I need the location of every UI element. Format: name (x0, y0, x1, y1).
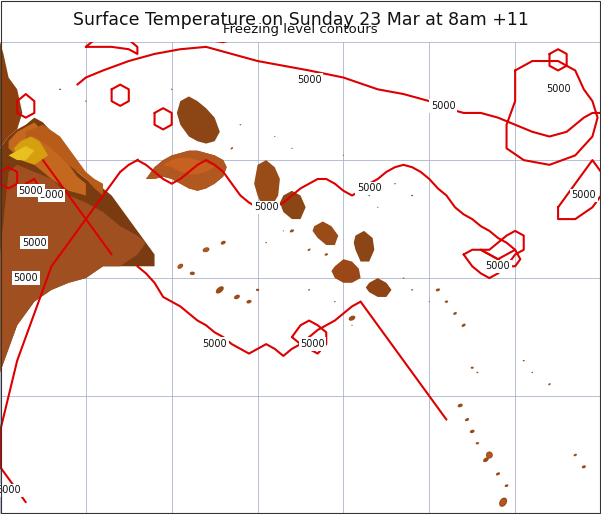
Ellipse shape (499, 498, 507, 507)
Text: 5000: 5000 (546, 84, 570, 95)
Text: 5000: 5000 (19, 186, 43, 196)
Text: Surface Temperature on Sunday 23 Mar at 8am +11: Surface Temperature on Sunday 23 Mar at … (73, 10, 528, 29)
Ellipse shape (470, 430, 475, 433)
Ellipse shape (334, 301, 336, 302)
Ellipse shape (582, 465, 586, 468)
Ellipse shape (203, 247, 210, 252)
Polygon shape (280, 191, 306, 219)
Text: 5000: 5000 (357, 183, 382, 193)
Polygon shape (26, 125, 103, 195)
Ellipse shape (256, 289, 259, 291)
Ellipse shape (486, 451, 493, 458)
Text: 5000: 5000 (297, 75, 322, 85)
Ellipse shape (190, 271, 195, 275)
Ellipse shape (483, 457, 489, 462)
Polygon shape (0, 118, 154, 514)
Ellipse shape (403, 278, 404, 279)
Ellipse shape (234, 295, 240, 299)
Text: 5000: 5000 (300, 339, 325, 349)
Text: 5000: 5000 (39, 191, 64, 200)
Polygon shape (146, 151, 227, 191)
Ellipse shape (377, 207, 379, 208)
Ellipse shape (500, 499, 506, 505)
Ellipse shape (171, 89, 172, 90)
Ellipse shape (429, 301, 430, 302)
Ellipse shape (178, 264, 182, 268)
Text: 5000: 5000 (486, 261, 510, 271)
Ellipse shape (216, 286, 224, 293)
Ellipse shape (465, 418, 469, 421)
Polygon shape (254, 160, 280, 207)
Ellipse shape (231, 147, 233, 150)
Ellipse shape (487, 452, 492, 457)
Ellipse shape (505, 484, 508, 487)
Text: 5000: 5000 (13, 273, 38, 283)
Polygon shape (0, 42, 22, 149)
Ellipse shape (291, 148, 293, 149)
Ellipse shape (453, 312, 457, 315)
Polygon shape (331, 259, 361, 283)
Ellipse shape (59, 88, 61, 90)
Ellipse shape (221, 241, 226, 245)
Ellipse shape (523, 360, 525, 361)
Polygon shape (313, 222, 338, 245)
Ellipse shape (368, 195, 370, 196)
Ellipse shape (445, 301, 448, 303)
Polygon shape (177, 97, 220, 143)
Ellipse shape (282, 230, 284, 231)
Text: 5000: 5000 (572, 191, 596, 200)
Ellipse shape (136, 158, 139, 162)
Ellipse shape (411, 195, 413, 196)
Ellipse shape (85, 101, 87, 102)
Ellipse shape (240, 124, 241, 125)
Polygon shape (354, 231, 374, 262)
Polygon shape (14, 137, 48, 165)
Ellipse shape (457, 403, 463, 407)
Ellipse shape (177, 264, 183, 269)
Ellipse shape (496, 472, 500, 475)
Text: 5000: 5000 (22, 237, 47, 248)
Ellipse shape (471, 366, 474, 369)
Ellipse shape (475, 442, 479, 445)
Polygon shape (163, 158, 215, 174)
Polygon shape (8, 146, 34, 160)
Text: 5000: 5000 (431, 101, 456, 111)
Ellipse shape (394, 183, 396, 185)
Ellipse shape (343, 155, 344, 156)
Ellipse shape (573, 454, 577, 456)
Polygon shape (366, 278, 391, 297)
Ellipse shape (411, 289, 413, 290)
Polygon shape (146, 151, 227, 191)
Ellipse shape (548, 383, 551, 386)
Ellipse shape (436, 288, 440, 291)
Ellipse shape (477, 372, 478, 373)
Ellipse shape (352, 325, 353, 326)
Ellipse shape (462, 324, 466, 327)
Ellipse shape (325, 253, 328, 255)
Ellipse shape (308, 249, 311, 251)
Text: Freezing level contours: Freezing level contours (223, 23, 378, 36)
Ellipse shape (246, 300, 252, 303)
Ellipse shape (385, 171, 387, 173)
Text: 5000: 5000 (254, 203, 278, 212)
Ellipse shape (290, 229, 294, 232)
Ellipse shape (531, 372, 533, 373)
Polygon shape (8, 122, 86, 195)
Text: 5000: 5000 (203, 339, 227, 349)
Ellipse shape (274, 136, 275, 137)
Ellipse shape (265, 242, 267, 243)
Ellipse shape (308, 289, 310, 290)
Text: 5000: 5000 (0, 485, 21, 495)
Ellipse shape (349, 316, 355, 321)
Polygon shape (0, 165, 146, 373)
Ellipse shape (204, 248, 209, 252)
